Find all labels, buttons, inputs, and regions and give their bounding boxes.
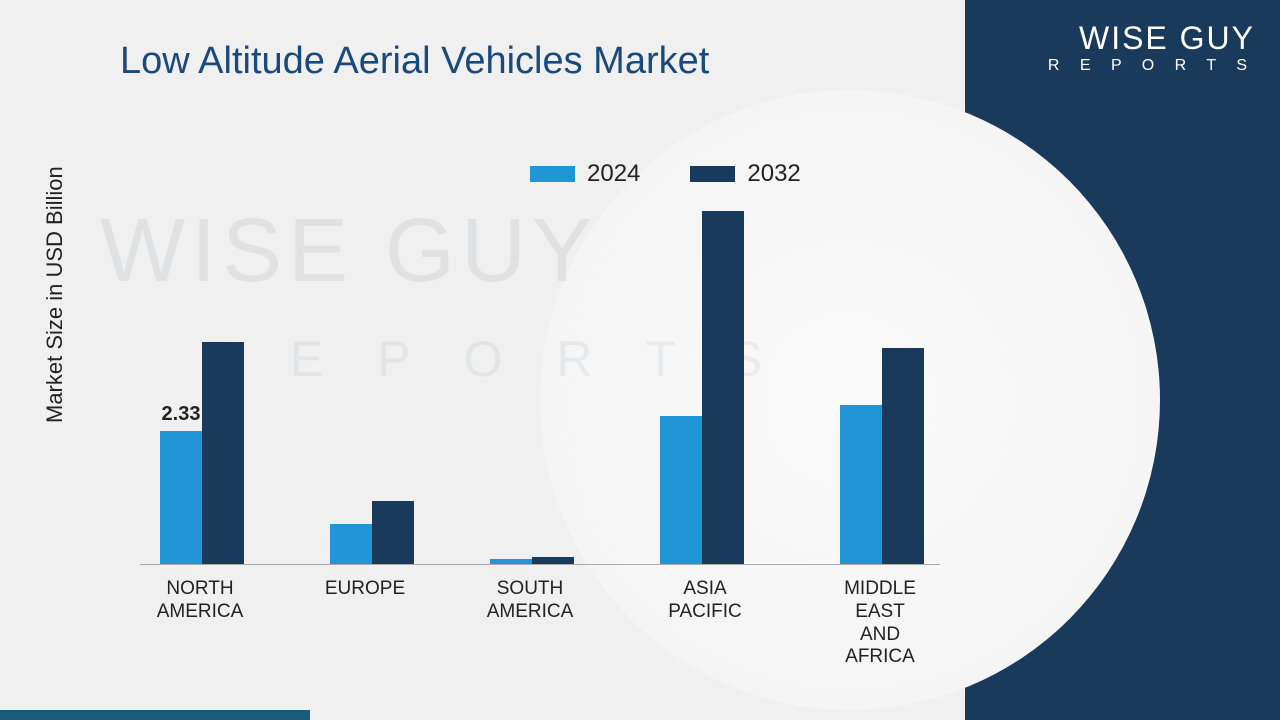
bar-2032	[702, 211, 744, 564]
bar-2024	[490, 559, 532, 564]
x-axis-label: ASIAPACIFIC	[645, 578, 765, 624]
bar-group	[840, 348, 924, 564]
x-axis-label: NORTHAMERICA	[140, 578, 260, 624]
x-axis-labels: NORTHAMERICA EUROPE SOUTHAMERICA ASIAPACIFI…	[140, 570, 940, 680]
y-axis-label: Market Size in USD Billion	[42, 166, 68, 423]
plot-area: 2.33	[140, 195, 940, 565]
bar-2032	[882, 348, 924, 564]
x-axis-label: EUROPE	[310, 578, 420, 601]
bar-group	[490, 557, 574, 564]
bar-2024	[330, 524, 372, 564]
bar-2024	[660, 416, 702, 564]
x-axis-label: MIDDLEEASTANDAFRICA	[820, 578, 940, 669]
bar-2032	[372, 501, 414, 564]
bar-group: 2.33	[160, 342, 244, 564]
legend-swatch-2032	[690, 166, 735, 182]
value-label: 2.33	[162, 403, 201, 426]
brand-logo: WISE GUY R E P O R T S	[1048, 20, 1255, 75]
legend-label-2024: 2024	[587, 160, 640, 188]
chart-title: Low Altitude Aerial Vehicles Market	[120, 40, 709, 83]
bar-2024: 2.33	[160, 431, 202, 564]
bar-group	[660, 211, 744, 564]
legend-item-2024: 2024	[530, 160, 640, 188]
bar-group	[330, 501, 414, 564]
logo-sub-text: R E P O R T S	[1048, 57, 1255, 75]
logo-main-text: WISE GUY	[1048, 20, 1255, 57]
x-axis-label: SOUTHAMERICA	[470, 578, 590, 624]
bar-2032	[202, 342, 244, 564]
legend-swatch-2024	[530, 166, 575, 182]
legend-label-2032: 2032	[747, 160, 800, 188]
bar-2032	[532, 557, 574, 564]
legend: 2024 2032	[530, 160, 801, 188]
bottom-accent-bar	[0, 710, 310, 720]
bar-2024	[840, 405, 882, 564]
legend-item-2032: 2032	[690, 160, 800, 188]
chart-container: Market Size in USD Billion 2024 2032 2.3…	[60, 160, 960, 680]
